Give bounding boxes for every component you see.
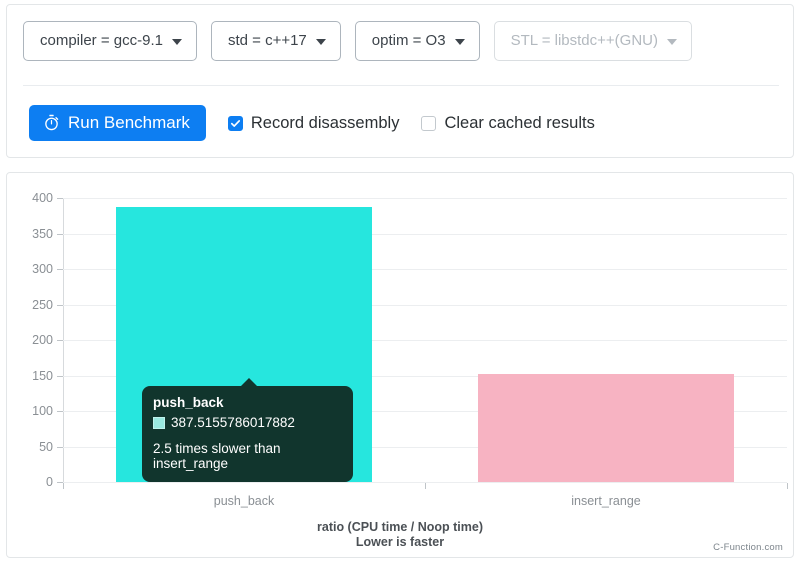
x-tick-mark [787, 483, 788, 489]
y-tick-mark [57, 376, 63, 377]
y-tick-label: 300 [32, 262, 53, 276]
y-tick-mark [57, 305, 63, 306]
chevron-down-icon [315, 38, 326, 45]
y-tick-mark [57, 269, 63, 270]
gridline [63, 198, 787, 199]
y-tick-label: 200 [32, 333, 53, 347]
y-tick-mark [57, 482, 63, 483]
y-tick-label: 150 [32, 369, 53, 383]
x-tick-mark [425, 483, 426, 489]
y-tick-mark [57, 411, 63, 412]
y-tick-label: 50 [39, 440, 53, 454]
panel-divider [23, 85, 779, 86]
checkbox-box-unchecked[interactable] [421, 115, 437, 131]
checkbox-box-checked[interactable] [227, 115, 243, 131]
tooltip-arrow [240, 378, 258, 387]
std-dropdown-label: std = c++17 [227, 32, 307, 49]
y-tick-mark [57, 340, 63, 341]
gridline [63, 305, 787, 306]
bar-chart: 400 350 300 250 200 150 100 50 0 push_back insert… [7, 173, 793, 557]
y-tick-label: 250 [32, 298, 53, 312]
axis-title-line1: ratio (CPU time / Noop time) [317, 520, 483, 534]
y-tick-label: 400 [32, 191, 53, 205]
chart-tooltip: push_back 387.5155786017882 2.5 times sl… [142, 378, 353, 482]
watermark: C-Function.com [713, 542, 783, 553]
y-tick-mark [57, 234, 63, 235]
stl-dropdown: STL = libstdc++(GNU) [493, 21, 692, 61]
gridline [63, 269, 787, 270]
gridline [63, 376, 787, 377]
record-disassembly-label: Record disassembly [250, 113, 400, 132]
y-tick-mark [57, 198, 63, 199]
tooltip-color-swatch [153, 416, 165, 429]
y-tick-label: 100 [32, 404, 53, 418]
dropdown-row: compiler = gcc-9.1 std = c++17 optim = O… [23, 21, 692, 61]
y-tick-label: 0 [46, 475, 53, 489]
chevron-down-icon [454, 38, 465, 45]
gridline [63, 411, 787, 412]
tooltip-title: push_back [153, 395, 224, 410]
record-disassembly-checkbox[interactable]: Record disassembly [227, 113, 400, 133]
y-tick-mark [57, 447, 63, 448]
chart-panel: 400 350 300 250 200 150 100 50 0 push_back insert… [6, 172, 794, 558]
x-tick-label: push_back [213, 494, 275, 508]
compiler-dropdown[interactable]: compiler = gcc-9.1 [23, 21, 197, 61]
run-benchmark-label: Run Benchmark [68, 113, 190, 132]
run-benchmark-button[interactable]: Run Benchmark [29, 105, 206, 141]
x-tick-label: insert_range [571, 494, 641, 508]
optim-dropdown[interactable]: optim = O3 [354, 21, 480, 61]
y-tick-label: 350 [32, 227, 53, 241]
tooltip-footer: 2.5 times slower than insert_range [153, 441, 281, 471]
axis-title: ratio (CPU time / Noop time) Lower is fa… [7, 520, 793, 550]
check-icon [230, 119, 240, 127]
tooltip-value-row: 387.5155786017882 [153, 415, 342, 430]
gridline [63, 340, 787, 341]
clear-cached-results-label: Clear cached results [444, 113, 595, 132]
compiler-dropdown-label: compiler = gcc-9.1 [40, 32, 163, 49]
clear-cached-results-checkbox[interactable]: Clear cached results [421, 113, 595, 133]
gridline [63, 447, 787, 448]
gridline [63, 482, 787, 483]
gridline [63, 234, 787, 235]
x-tick-mark [63, 483, 64, 489]
controls-panel: compiler = gcc-9.1 std = c++17 optim = O… [6, 4, 794, 158]
tooltip-value: 387.5155786017882 [171, 415, 295, 430]
optim-dropdown-label: optim = O3 [371, 32, 446, 49]
chevron-down-icon [667, 38, 677, 45]
chevron-down-icon [171, 38, 182, 45]
stopwatch-icon [43, 114, 60, 131]
std-dropdown[interactable]: std = c++17 [210, 21, 341, 61]
action-row: Run Benchmark Record disassembly Clear c… [29, 105, 595, 141]
stl-dropdown-label: STL = libstdc++(GNU) [510, 32, 658, 49]
bar-insert_range[interactable] [478, 374, 734, 482]
axis-title-line2: Lower is faster [355, 535, 445, 549]
